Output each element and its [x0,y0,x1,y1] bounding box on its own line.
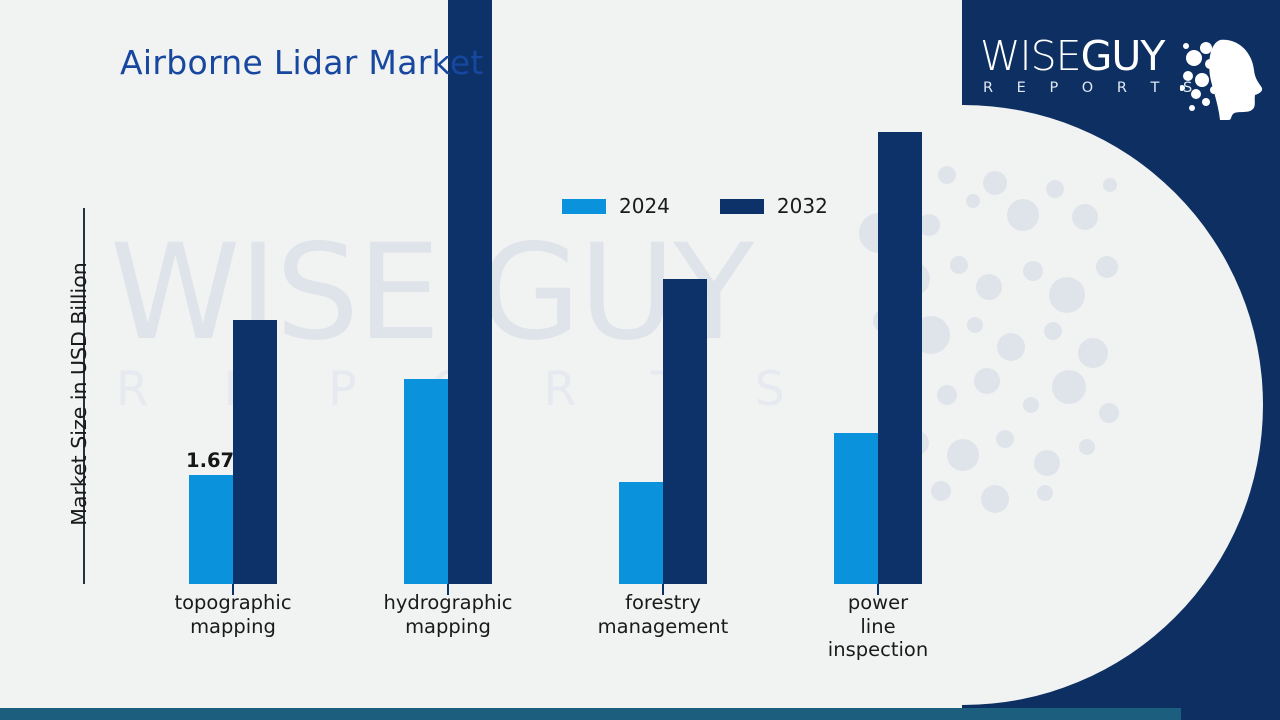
logo-word-1: WISE [980,32,1082,80]
legend-swatch-2032 [719,198,764,214]
legend-label-2024: 2024 [619,194,670,218]
logo-head-profile-icon [1179,32,1264,120]
bar-value-label: 1.67 [186,449,235,473]
logo-word-2: GUY [1080,32,1166,80]
x-axis-label: topographic mapping [174,591,292,638]
x-axis-tick [877,584,879,595]
page-title: Airborne Lidar Market [120,43,484,82]
bar-2024[interactable] [404,379,448,584]
chart-legend: 2024 2032 [562,194,828,218]
bar-2024[interactable] [619,481,663,584]
bar-2032[interactable] [663,279,707,584]
bar-group: 1.67 [186,180,277,595]
x-axis-label: hydrographic mapping [383,591,513,638]
bar-2032[interactable] [233,320,277,584]
chart-plot-area: 1.67 [83,0,943,595]
x-axis-tick [447,584,449,595]
x-axis-category-labels: topographic mapping hydrographic mapping for… [83,591,943,671]
legend-swatch-2024 [562,198,606,214]
bar-group [834,132,922,595]
x-axis-label: power line inspection [827,591,929,661]
footer-accent-bar [0,708,1181,720]
legend-label-2032: 2032 [776,194,828,218]
bar-2032[interactable] [448,0,492,584]
y-axis-label: Market Size in USD Billion [67,262,91,526]
bar-group [404,0,492,595]
bar-2032[interactable] [878,132,922,584]
x-axis-label: forestry management [597,591,729,638]
bar-2024[interactable] [189,475,233,584]
legend-item-2024[interactable]: 2024 [562,194,670,218]
y-axis-line [83,208,85,584]
logo-subtitle: R E P O R T S [983,80,1202,96]
x-axis-tick [232,584,234,595]
bar-group [619,180,707,595]
legend-item-2032[interactable]: 2032 [719,194,828,218]
brand-logo[interactable]: WISEGUY R E P O R T S [980,32,1263,120]
bar-2024[interactable] [834,432,878,584]
x-axis-tick [662,584,664,595]
